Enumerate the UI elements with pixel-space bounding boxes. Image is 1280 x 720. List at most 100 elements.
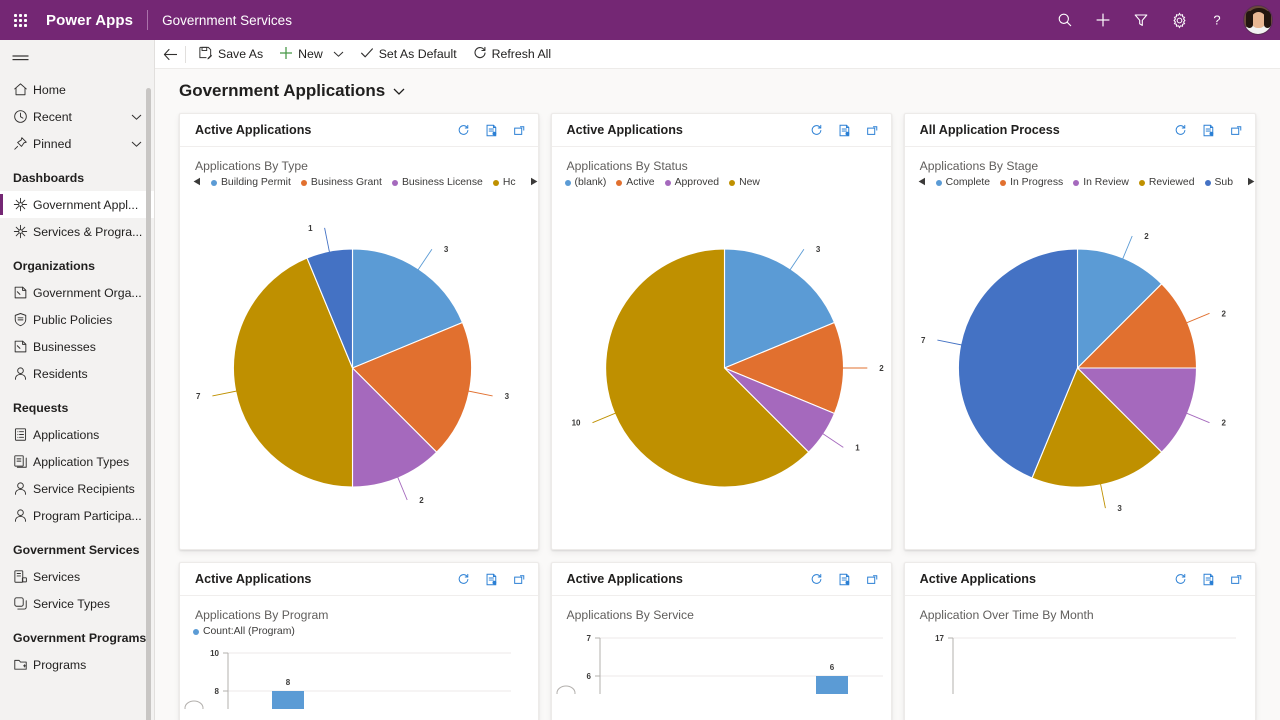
arrow-left-icon[interactable]: [193, 177, 201, 188]
legend-label: Complete: [945, 177, 991, 188]
sidebar-item-recent[interactable]: Recent: [0, 103, 154, 130]
chevron-down-icon[interactable]: [131, 140, 142, 148]
sidebar-item-programs[interactable]: Programs: [0, 651, 154, 678]
legend-item[interactable]: In Review: [1073, 177, 1129, 188]
gear-icon[interactable]: [1160, 0, 1198, 40]
sidebar-item-pinned[interactable]: Pinned: [0, 130, 154, 157]
sidebar-item-residents[interactable]: Residents: [0, 360, 154, 387]
legend-color-swatch: [492, 179, 499, 186]
search-icon[interactable]: [1046, 0, 1084, 40]
expand-icon[interactable]: [513, 124, 526, 137]
expand-icon[interactable]: [513, 573, 526, 586]
app-name[interactable]: Government Services: [162, 12, 292, 28]
sidebar-scrollbar[interactable]: [146, 88, 151, 720]
expand-icon[interactable]: [1230, 573, 1243, 586]
sidebar-item-service-recipients[interactable]: Service Recipients: [0, 475, 154, 502]
svg-text:2: 2: [1144, 232, 1149, 241]
refresh-icon[interactable]: [810, 573, 823, 586]
hamburger-icon[interactable]: [0, 40, 154, 76]
legend-label: Building Permit: [221, 177, 291, 188]
app-launcher-icon[interactable]: [0, 0, 40, 40]
refresh-icon[interactable]: [1174, 124, 1187, 137]
svg-text:1: 1: [308, 224, 313, 233]
card-title: Active Applications: [195, 572, 312, 586]
legend-item[interactable]: Reviewed: [1138, 177, 1195, 188]
brand-name[interactable]: Power Apps: [46, 11, 134, 29]
legend-item[interactable]: In Progress: [1000, 177, 1063, 188]
dashboard-card: Active Applications Applications By Type B…: [179, 113, 539, 550]
legend-item[interactable]: Count:All (Program): [193, 626, 295, 637]
sidebar-group-requests: Requests: [13, 401, 69, 415]
sidebar-item-services-progra[interactable]: Services & Progra...: [0, 218, 154, 245]
set-as-default-button[interactable]: Set As Default: [352, 40, 465, 69]
svg-text:2: 2: [1221, 419, 1226, 428]
legend-item[interactable]: Hc: [492, 177, 516, 188]
legend-item[interactable]: Complete: [935, 177, 991, 188]
view-records-icon[interactable]: [485, 573, 498, 586]
legend-color-swatch: [391, 179, 398, 186]
view-records-icon[interactable]: [1202, 573, 1215, 586]
sidebar-item-home[interactable]: Home: [0, 76, 154, 103]
plus-icon[interactable]: [1084, 0, 1122, 40]
sidebar-item-service-types[interactable]: Service Types: [0, 590, 154, 617]
card-title: Active Applications: [919, 572, 1037, 586]
pie-chart[interactable]: 2 2 2 3 7: [905, 188, 1255, 549]
bar-chart[interactable]: 7 6 6: [552, 622, 891, 720]
sidebar-item-public-policies[interactable]: Public Policies: [0, 306, 154, 333]
refresh-icon[interactable]: [457, 124, 470, 137]
legend-item[interactable]: (blank): [564, 177, 606, 188]
clock-icon: [13, 109, 33, 124]
refresh-all-button[interactable]: Refresh All: [465, 40, 559, 69]
chevron-down-icon[interactable]: [333, 50, 344, 58]
expand-icon[interactable]: [866, 573, 879, 586]
help-icon[interactable]: ?: [1198, 0, 1236, 40]
chevron-down-icon[interactable]: [393, 87, 405, 96]
arrow-right-icon[interactable]: [530, 177, 538, 188]
refresh-icon[interactable]: [810, 124, 823, 137]
line-chart[interactable]: 17: [905, 622, 1255, 720]
legend-item[interactable]: Business License: [391, 177, 483, 188]
sidebar-item-services[interactable]: Services: [0, 563, 154, 590]
legend-label: New: [739, 177, 760, 188]
card-header: Active Applications: [551, 114, 891, 147]
bar-chart[interactable]: 10 8 8: [180, 637, 538, 720]
save-as-button[interactable]: Save As: [190, 40, 271, 69]
legend-item[interactable]: Building Permit: [211, 177, 291, 188]
pie-chart[interactable]: 3 3 2 7 1: [180, 188, 538, 549]
dashboard-card: All Application Process Applications By S…: [903, 113, 1256, 550]
view-records-icon[interactable]: [838, 124, 851, 137]
sidebar-item-applications[interactable]: Applications: [0, 421, 154, 448]
view-records-icon[interactable]: [485, 124, 498, 137]
sidebar-item-application-types[interactable]: Application Types: [0, 448, 154, 475]
legend-item[interactable]: Sub: [1204, 177, 1233, 188]
legend-item[interactable]: Business Grant: [300, 177, 382, 188]
view-records-icon[interactable]: [1202, 124, 1215, 137]
legend-color-swatch: [300, 179, 307, 186]
new-button[interactable]: New: [271, 40, 352, 69]
avatar[interactable]: [1236, 0, 1280, 40]
card-title: Active Applications: [566, 572, 683, 586]
sidebar-group-organizations: Organizations: [13, 259, 95, 273]
filter-icon[interactable]: [1122, 0, 1160, 40]
back-arrow-icon[interactable]: [155, 40, 185, 69]
sidebar-item-program-participa[interactable]: Program Participa...: [0, 502, 154, 529]
sidebar-item-label: Home: [33, 82, 66, 97]
legend-item[interactable]: Active: [616, 177, 655, 188]
expand-icon[interactable]: [866, 124, 879, 137]
svg-text:7: 7: [196, 392, 201, 401]
sidebar-item-businesses[interactable]: Businesses: [0, 333, 154, 360]
sidebar-item-government-appl[interactable]: Government Appl...: [0, 191, 154, 218]
chevron-down-icon[interactable]: [131, 113, 142, 121]
set-as-default-label: Set As Default: [378, 47, 457, 61]
legend-item[interactable]: New: [729, 177, 760, 188]
arrow-left-icon[interactable]: [918, 177, 926, 188]
arrow-right-icon[interactable]: [1247, 177, 1255, 188]
sidebar-item-government-orga[interactable]: Government Orga...: [0, 279, 154, 306]
pie-chart[interactable]: 3 2 1 10: [552, 188, 891, 549]
legend-color-swatch: [1000, 179, 1007, 186]
expand-icon[interactable]: [1230, 124, 1243, 137]
refresh-icon[interactable]: [457, 573, 470, 586]
legend-item[interactable]: Approved: [664, 177, 719, 188]
refresh-icon[interactable]: [1174, 573, 1187, 586]
view-records-icon[interactable]: [838, 573, 851, 586]
